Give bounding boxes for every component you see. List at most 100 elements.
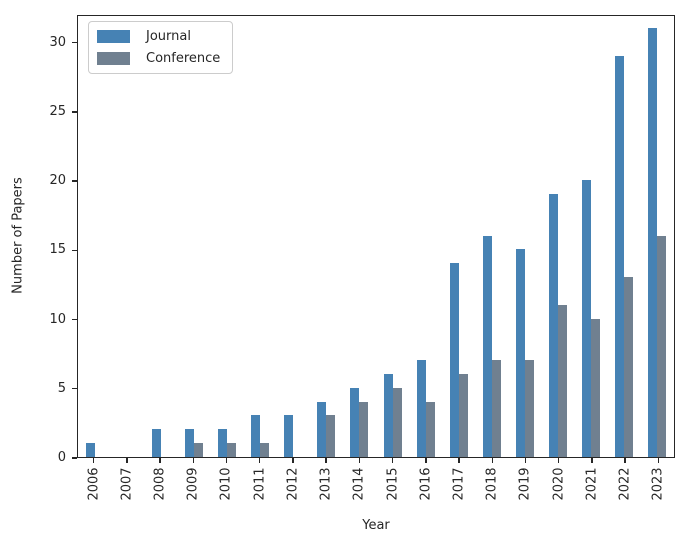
y-tick-label-25: 25	[49, 103, 66, 119]
bar-journal-2010	[217, 429, 227, 457]
legend-label-conference: Conference	[146, 51, 221, 66]
bar-conference-2020	[558, 304, 568, 457]
y-tick-mark-15	[72, 249, 77, 252]
x-tick-mark-2006	[92, 458, 95, 463]
x-tick-mark-2012	[292, 458, 294, 463]
x-tick-mark-2007	[126, 458, 128, 463]
bar-conference-2015	[392, 387, 402, 457]
bar-journal-2008	[151, 429, 161, 457]
journal-swatch-icon	[97, 30, 130, 43]
conference-swatch-icon	[97, 52, 130, 65]
bar-journal-2021	[582, 180, 592, 457]
bar-journal-2013	[317, 401, 327, 457]
year-group-2007	[111, 16, 144, 457]
bar-conference-2019	[524, 360, 534, 457]
x-tick-label-2015: 2015	[385, 467, 401, 501]
x-tick-label-2009: 2009	[185, 467, 201, 501]
bar-conference-2013	[326, 415, 336, 457]
x-tick-label-2010: 2010	[218, 467, 234, 501]
x-tick-label-2018: 2018	[484, 467, 500, 501]
year-group-2012	[277, 16, 310, 457]
x-tick-label-2019: 2019	[517, 467, 533, 501]
plot-area: Journal Conference	[77, 15, 675, 458]
year-group-2013	[310, 16, 343, 457]
bar-conference-2016	[425, 401, 435, 457]
x-tick-label-2014: 2014	[351, 467, 367, 501]
y-tick-label-0: 0	[57, 450, 66, 465]
year-group-2006	[78, 16, 111, 457]
y-tick-label-10: 10	[49, 311, 66, 327]
x-tick-label-2020: 2020	[551, 467, 567, 501]
bar-conference-2022	[624, 277, 634, 457]
bar-journal-2020	[549, 193, 559, 457]
y-tick-label-30: 30	[49, 34, 66, 50]
x-tick-mark-2022	[624, 458, 626, 463]
x-tick-label-2016: 2016	[418, 467, 434, 501]
bar-journal-2023	[648, 27, 658, 457]
bar-journal-2006	[85, 443, 95, 457]
bar-conference-2023	[657, 235, 667, 457]
legend: Journal Conference	[88, 21, 234, 74]
legend-label-journal: Journal	[146, 29, 191, 44]
year-group-2008	[144, 16, 177, 457]
x-tick-label-2021: 2021	[584, 467, 600, 501]
bar-conference-2021	[591, 318, 601, 457]
x-tick-mark-2011	[259, 458, 261, 463]
x-tick-mark-2009	[192, 458, 194, 463]
bar-journal-2018	[482, 235, 492, 457]
x-tick-mark-2014	[358, 458, 361, 463]
bar-conference-2010	[226, 443, 236, 457]
legend-entry-journal: Journal	[97, 29, 220, 44]
year-group-2022	[608, 16, 641, 457]
y-tick-mark-0	[72, 457, 77, 459]
year-group-2017	[442, 16, 475, 457]
y-tick-label-15: 15	[49, 242, 66, 258]
year-group-2015	[376, 16, 409, 457]
legend-entry-conference: Conference	[97, 51, 220, 66]
x-tick-mark-2015	[391, 458, 394, 463]
year-group-2010	[210, 16, 243, 457]
y-tick-mark-25	[72, 111, 77, 113]
bar-journal-2012	[284, 415, 294, 457]
year-group-2019	[508, 16, 541, 457]
y-tick-mark-30	[72, 41, 77, 44]
bar-journal-2022	[615, 55, 625, 457]
x-tick-label-2007: 2007	[119, 467, 135, 501]
x-tick-mark-2019	[524, 458, 527, 463]
x-tick-mark-2010	[225, 458, 228, 463]
x-tick-label-2008: 2008	[152, 467, 168, 501]
bar-conference-2014	[359, 401, 369, 457]
year-group-2016	[409, 16, 442, 457]
year-group-2009	[177, 16, 210, 457]
x-tick-mark-2008	[159, 458, 161, 463]
x-tick-label-2011: 2011	[252, 467, 268, 501]
x-tick-mark-2017	[458, 458, 460, 463]
x-tick-label-2023: 2023	[650, 467, 666, 501]
x-tick-mark-2021	[591, 458, 593, 463]
year-group-2011	[244, 16, 277, 457]
year-group-2018	[475, 16, 508, 457]
x-tick-mark-2020	[558, 458, 560, 463]
x-tick-mark-2018	[491, 458, 493, 463]
year-group-2021	[575, 16, 608, 457]
bar-journal-2009	[184, 429, 194, 457]
bar-journal-2017	[449, 263, 459, 457]
y-tick-label-20: 20	[49, 173, 66, 189]
x-tick-label-2012: 2012	[285, 467, 301, 501]
y-tick-mark-10	[72, 318, 77, 321]
x-tick-mark-2016	[425, 458, 427, 463]
y-tick-label-5: 5	[57, 380, 66, 396]
bar-journal-2011	[251, 415, 261, 457]
x-tick-mark-2013	[325, 458, 327, 463]
y-tick-mark-20	[72, 180, 77, 182]
year-group-2014	[343, 16, 376, 457]
bar-journal-2019	[515, 249, 525, 457]
x-tick-label-2022: 2022	[617, 467, 633, 501]
x-tick-label-2013: 2013	[318, 467, 334, 501]
bar-conference-2018	[491, 360, 501, 457]
bars-container	[78, 16, 674, 457]
bar-journal-2014	[350, 387, 360, 457]
bar-journal-2015	[383, 373, 393, 457]
year-group-2020	[542, 16, 575, 457]
